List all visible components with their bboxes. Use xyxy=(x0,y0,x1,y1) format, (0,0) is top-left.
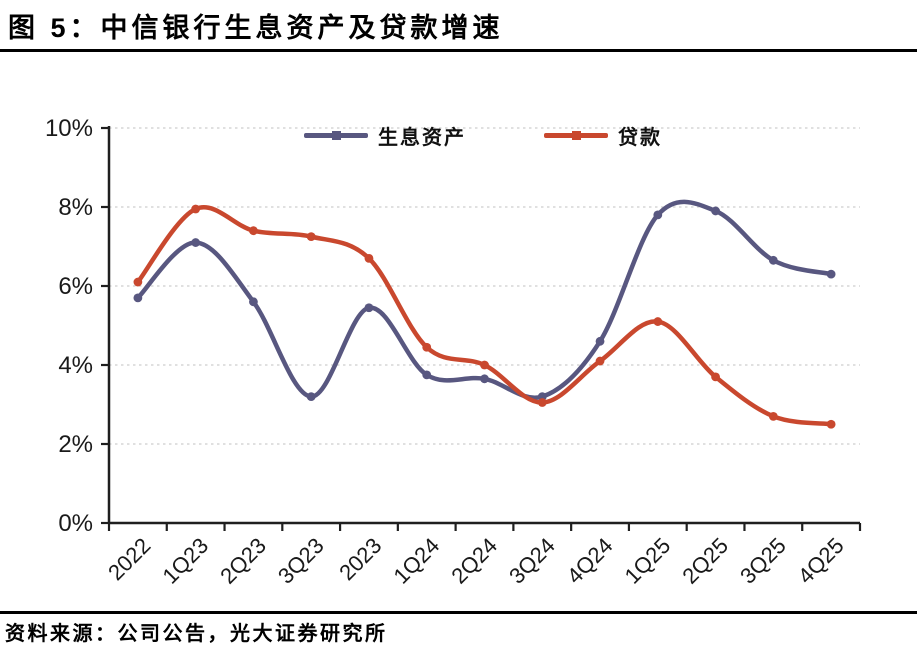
source-divider xyxy=(0,611,917,614)
series-marker xyxy=(191,204,201,214)
series-marker xyxy=(364,253,374,263)
interest-earning-assets-legend-marker xyxy=(304,131,368,140)
x-tick-label: 2022 xyxy=(103,533,155,585)
y-tick-label: 4% xyxy=(58,352,93,379)
loans-legend-marker xyxy=(544,131,608,140)
series-marker xyxy=(306,232,316,242)
series-marker xyxy=(133,277,143,287)
series-marker xyxy=(422,342,432,352)
series-marker xyxy=(480,374,489,384)
x-tick-label: 3Q23 xyxy=(273,533,329,589)
x-tick-label: 2023 xyxy=(334,533,386,585)
series-marker xyxy=(711,206,720,216)
legend-item-loans: 贷款 xyxy=(544,121,662,150)
x-tick-label: 2Q24 xyxy=(446,533,502,589)
x-tick-label: 1Q24 xyxy=(389,533,445,589)
series-marker xyxy=(711,372,720,382)
title-divider xyxy=(0,49,917,52)
series-marker xyxy=(133,293,143,303)
series-marker xyxy=(826,269,836,279)
figure-title: 图 5：中信银行生息资产及贷款增速 xyxy=(8,13,504,43)
y-tick-label: 2% xyxy=(58,431,93,458)
legend-label: 贷款 xyxy=(618,127,662,149)
series-marker xyxy=(653,210,663,220)
x-tick-label: 4Q24 xyxy=(562,533,618,589)
y-tick-label: 10% xyxy=(45,115,93,142)
series-marker xyxy=(249,297,258,307)
x-tick-label: 2Q25 xyxy=(677,533,733,589)
series-marker xyxy=(537,398,547,407)
y-tick-label: 6% xyxy=(58,273,93,300)
series-marker xyxy=(595,336,605,346)
x-tick-label: 1Q23 xyxy=(157,533,213,589)
series-marker xyxy=(826,419,836,429)
line-chart-svg: 0%2%4%6%8%10%2022 1Q23 2Q23 3Q23 2023 1Q24 2Q2… xyxy=(45,115,862,589)
x-tick-label: 4Q25 xyxy=(793,533,849,589)
chart-legend: 生息资产 贷款 xyxy=(304,121,662,150)
y-tick-label: 0% xyxy=(58,510,93,537)
series-marker xyxy=(306,392,316,401)
series-marker xyxy=(480,360,489,370)
series-marker xyxy=(191,238,201,247)
series-marker xyxy=(364,303,374,313)
x-tick-label: 1Q25 xyxy=(620,533,676,589)
series-line xyxy=(135,205,834,427)
series-marker xyxy=(595,356,605,366)
legend-item-interest-earning-assets: 生息资产 xyxy=(304,121,466,150)
legend-label: 生息资产 xyxy=(378,127,466,149)
series-marker xyxy=(653,317,663,326)
y-tick-label: 8% xyxy=(58,194,93,221)
series-marker xyxy=(768,411,778,421)
x-tick-label: 3Q24 xyxy=(504,533,560,589)
legend-square-marker xyxy=(572,131,581,140)
source-note: 资料来源：公司公告，光大证券研究所 xyxy=(5,623,388,645)
series-marker xyxy=(249,226,258,236)
legend-square-marker xyxy=(332,131,341,140)
series-marker xyxy=(422,370,432,380)
series-marker xyxy=(768,255,778,265)
x-tick-label: 2Q23 xyxy=(215,533,271,589)
x-tick-label: 3Q25 xyxy=(735,533,791,589)
